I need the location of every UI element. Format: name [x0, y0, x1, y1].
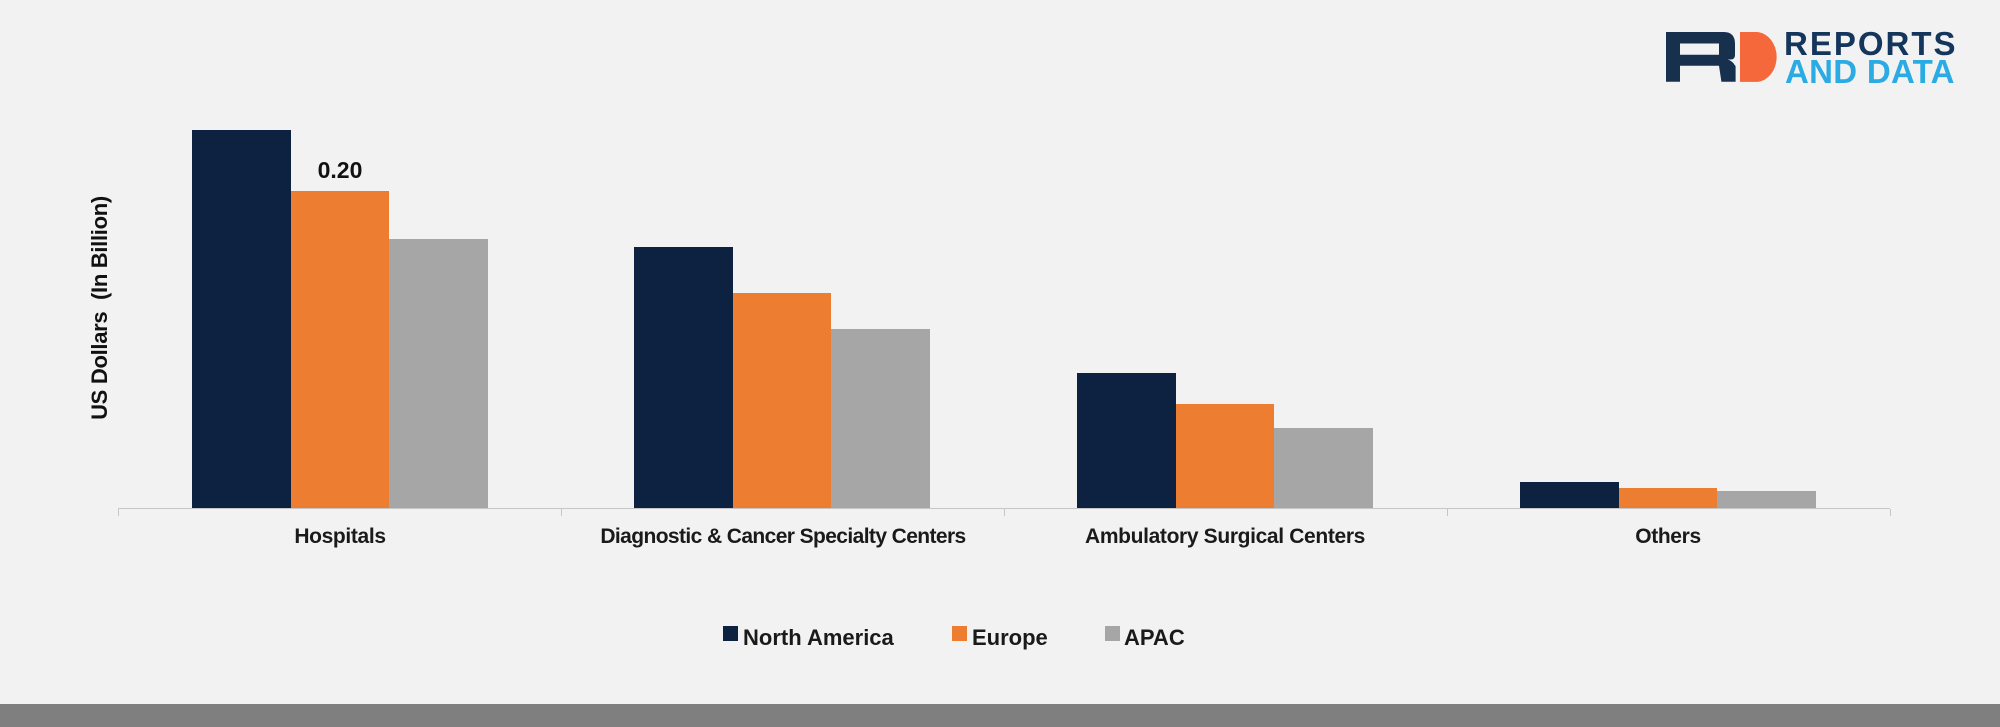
svg-text:AND DATA: AND DATA [1785, 53, 1955, 90]
svg-text:REPORTS: REPORTS [1784, 25, 1958, 62]
